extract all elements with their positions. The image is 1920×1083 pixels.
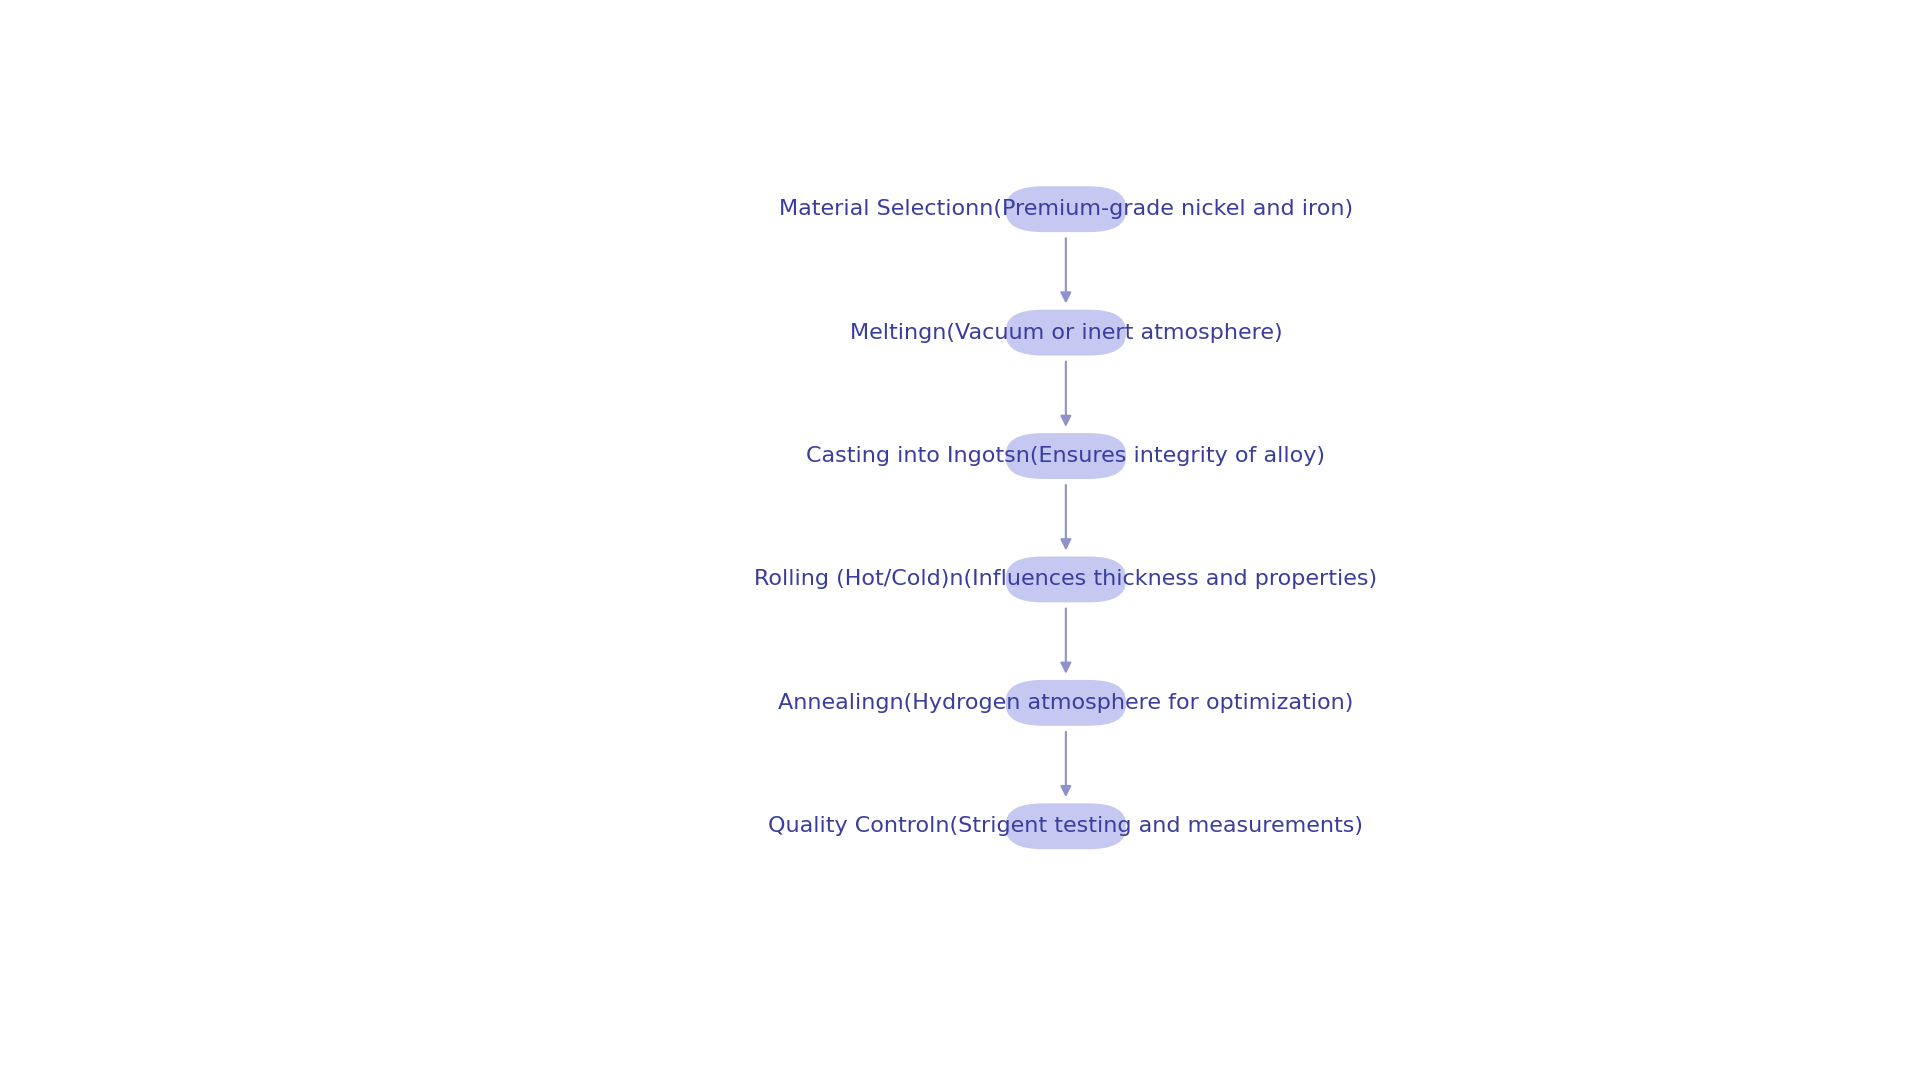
- Text: Casting into Ingotsn(Ensures integrity of alloy): Casting into Ingotsn(Ensures integrity o…: [806, 446, 1325, 466]
- Text: Rolling (Hot/Cold)n(Influences thickness and properties): Rolling (Hot/Cold)n(Influences thickness…: [755, 570, 1377, 589]
- FancyBboxPatch shape: [1006, 557, 1125, 602]
- FancyBboxPatch shape: [1006, 433, 1125, 479]
- FancyBboxPatch shape: [1006, 680, 1125, 726]
- Text: Meltingn(Vacuum or inert atmosphere): Meltingn(Vacuum or inert atmosphere): [849, 323, 1283, 342]
- Text: Quality Controln(Strigent testing and measurements): Quality Controln(Strigent testing and me…: [768, 817, 1363, 836]
- Text: Annealingn(Hydrogen atmosphere for optimization): Annealingn(Hydrogen atmosphere for optim…: [778, 693, 1354, 713]
- Text: Material Selectionn(Premium-grade nickel and iron): Material Selectionn(Premium-grade nickel…: [780, 199, 1354, 219]
- FancyBboxPatch shape: [1006, 804, 1125, 849]
- FancyBboxPatch shape: [1006, 186, 1125, 232]
- FancyBboxPatch shape: [1006, 310, 1125, 355]
